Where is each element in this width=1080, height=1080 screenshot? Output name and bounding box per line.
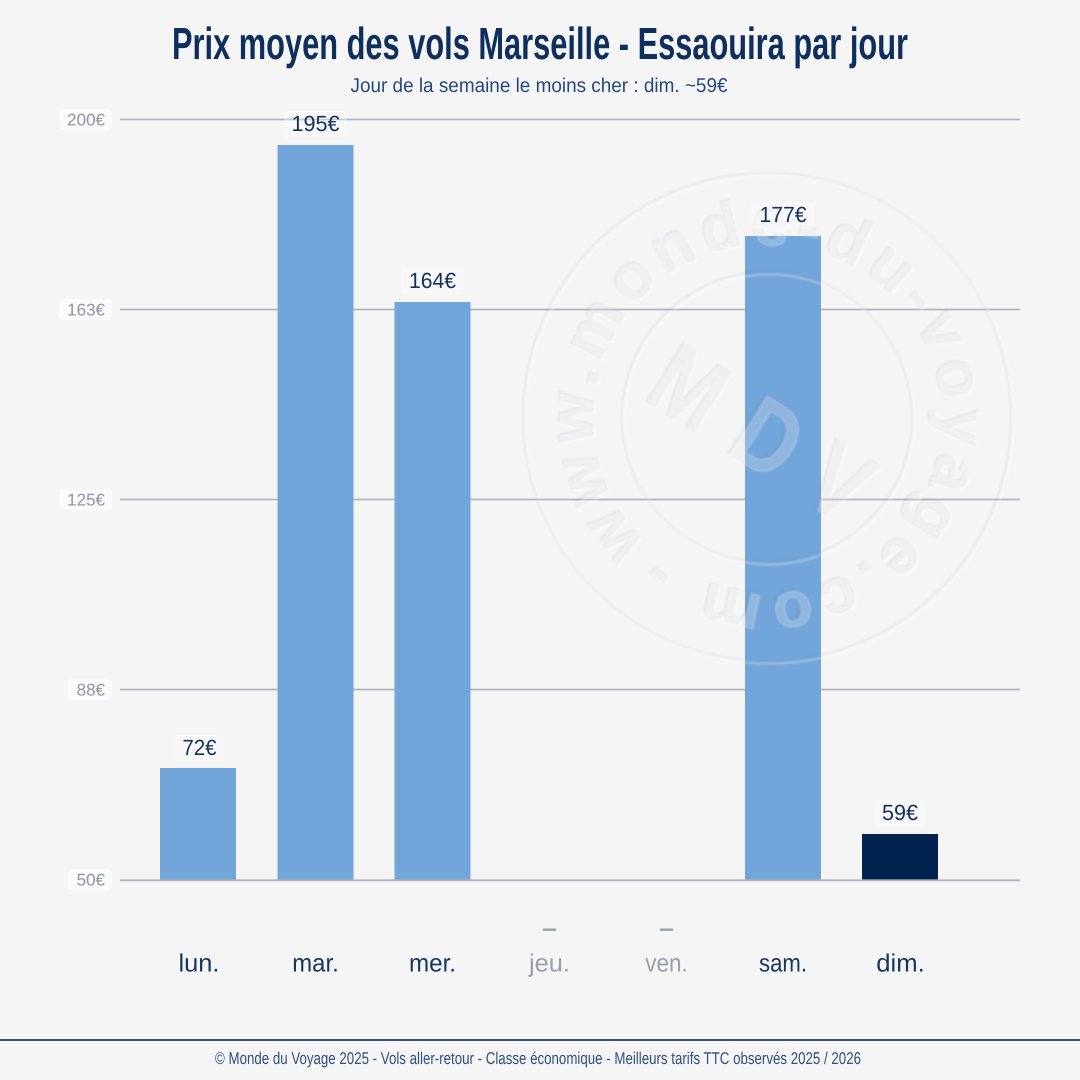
svg-text:59€: 59€	[882, 800, 918, 825]
svg-text:dim.: dim.	[876, 950, 925, 978]
svg-text:ven.: ven.	[645, 950, 688, 978]
svg-text:© Monde du Voyage 2025 - Vols: © Monde du Voyage 2025 - Vols aller-reto…	[215, 1049, 861, 1068]
svg-text:50€: 50€	[77, 871, 106, 890]
svg-text:200€: 200€	[67, 111, 105, 130]
svg-text:125€: 125€	[67, 491, 105, 510]
svg-text:88€: 88€	[77, 681, 106, 700]
svg-text:Prix moyen des vols Marseille: Prix moyen des vols Marseille - Essaouir…	[172, 18, 908, 69]
svg-text:lun.: lun.	[179, 950, 220, 978]
svg-text:jeu.: jeu.	[528, 950, 570, 978]
svg-text:164€: 164€	[409, 268, 456, 293]
svg-text:sam.: sam.	[759, 950, 807, 978]
svg-text:72€: 72€	[183, 735, 217, 760]
svg-text:195€: 195€	[292, 111, 340, 136]
svg-text:177€: 177€	[760, 202, 807, 227]
svg-text:mar.: mar.	[292, 950, 339, 978]
svg-text:Jour de la semaine le moins ch: Jour de la semaine le moins cher : dim. …	[351, 75, 728, 97]
svg-text:mer.: mer.	[409, 950, 456, 978]
svg-text:163€: 163€	[67, 301, 105, 320]
